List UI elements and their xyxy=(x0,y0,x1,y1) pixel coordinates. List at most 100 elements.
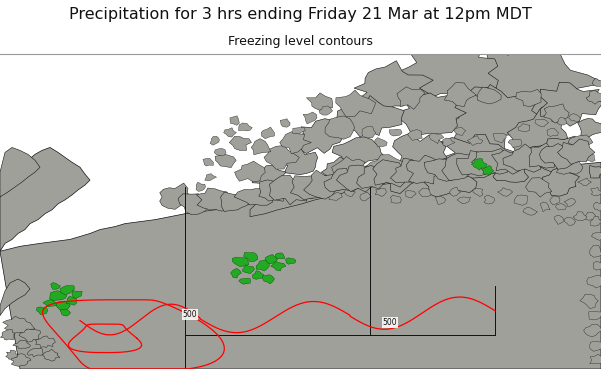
Polygon shape xyxy=(293,127,305,134)
Polygon shape xyxy=(234,189,273,205)
Polygon shape xyxy=(558,117,567,125)
Polygon shape xyxy=(397,87,425,109)
Polygon shape xyxy=(441,134,523,179)
Polygon shape xyxy=(215,154,236,168)
Polygon shape xyxy=(196,182,206,192)
Polygon shape xyxy=(391,195,401,203)
Polygon shape xyxy=(3,316,35,334)
Polygon shape xyxy=(555,204,566,210)
Polygon shape xyxy=(6,350,18,360)
Polygon shape xyxy=(471,158,487,170)
Polygon shape xyxy=(591,232,601,240)
Polygon shape xyxy=(514,195,528,205)
Polygon shape xyxy=(373,160,412,187)
Polygon shape xyxy=(0,162,601,369)
Polygon shape xyxy=(224,128,236,137)
Polygon shape xyxy=(335,96,404,137)
Polygon shape xyxy=(303,112,317,124)
Polygon shape xyxy=(450,187,461,196)
Polygon shape xyxy=(337,165,379,192)
Polygon shape xyxy=(322,157,358,186)
Polygon shape xyxy=(178,194,215,215)
Polygon shape xyxy=(392,133,447,172)
Polygon shape xyxy=(593,262,601,270)
Polygon shape xyxy=(279,147,318,175)
Polygon shape xyxy=(516,89,542,107)
Polygon shape xyxy=(424,165,477,197)
Polygon shape xyxy=(594,202,601,211)
Polygon shape xyxy=(307,93,333,110)
Polygon shape xyxy=(275,253,285,259)
Polygon shape xyxy=(564,199,576,207)
Polygon shape xyxy=(454,127,466,135)
Polygon shape xyxy=(544,104,569,123)
Polygon shape xyxy=(210,136,219,145)
Polygon shape xyxy=(50,291,67,301)
Polygon shape xyxy=(406,190,416,198)
Polygon shape xyxy=(0,148,40,197)
Polygon shape xyxy=(243,252,258,262)
Polygon shape xyxy=(259,180,291,201)
Polygon shape xyxy=(508,139,522,147)
Polygon shape xyxy=(468,136,483,145)
Polygon shape xyxy=(590,354,601,364)
Polygon shape xyxy=(547,128,558,136)
Polygon shape xyxy=(493,133,506,143)
Polygon shape xyxy=(569,114,580,122)
Polygon shape xyxy=(444,83,477,107)
Polygon shape xyxy=(243,265,254,273)
Polygon shape xyxy=(584,324,601,337)
Polygon shape xyxy=(592,78,601,86)
Polygon shape xyxy=(271,262,286,271)
Polygon shape xyxy=(557,157,583,174)
Polygon shape xyxy=(443,138,455,146)
Polygon shape xyxy=(239,123,252,131)
Polygon shape xyxy=(279,132,311,154)
Polygon shape xyxy=(375,138,387,147)
Polygon shape xyxy=(473,189,483,196)
Polygon shape xyxy=(477,87,501,104)
Polygon shape xyxy=(584,153,595,162)
Polygon shape xyxy=(265,255,278,263)
Polygon shape xyxy=(589,312,601,320)
Polygon shape xyxy=(0,279,30,315)
Polygon shape xyxy=(558,139,595,164)
Polygon shape xyxy=(406,155,444,184)
Text: Precipitation for 3 hrs ending Friday 21 Mar at 12pm MDT: Precipitation for 3 hrs ending Friday 21… xyxy=(69,7,532,23)
Polygon shape xyxy=(590,165,601,178)
Polygon shape xyxy=(590,216,601,226)
Polygon shape xyxy=(534,136,583,173)
Polygon shape xyxy=(329,192,342,200)
Polygon shape xyxy=(35,336,55,348)
Polygon shape xyxy=(336,90,376,117)
Polygon shape xyxy=(252,271,264,279)
Polygon shape xyxy=(503,144,548,172)
Polygon shape xyxy=(230,136,251,151)
Polygon shape xyxy=(319,106,332,115)
Polygon shape xyxy=(264,145,299,169)
Polygon shape xyxy=(578,118,601,138)
Polygon shape xyxy=(197,188,230,211)
Polygon shape xyxy=(354,61,433,112)
Polygon shape xyxy=(518,124,530,131)
Polygon shape xyxy=(365,155,403,181)
Polygon shape xyxy=(332,137,386,168)
Polygon shape xyxy=(391,158,426,183)
Polygon shape xyxy=(591,187,601,196)
Polygon shape xyxy=(395,40,498,107)
Polygon shape xyxy=(221,192,251,211)
Polygon shape xyxy=(565,217,576,225)
Polygon shape xyxy=(231,268,242,278)
Polygon shape xyxy=(325,116,355,139)
Polygon shape xyxy=(525,178,552,197)
Polygon shape xyxy=(492,150,526,174)
Polygon shape xyxy=(580,294,598,308)
Polygon shape xyxy=(376,161,423,193)
Polygon shape xyxy=(542,167,579,196)
Polygon shape xyxy=(344,189,355,197)
Polygon shape xyxy=(555,215,564,224)
Polygon shape xyxy=(535,119,549,127)
Polygon shape xyxy=(507,109,568,154)
Polygon shape xyxy=(214,148,226,155)
Polygon shape xyxy=(539,144,577,169)
